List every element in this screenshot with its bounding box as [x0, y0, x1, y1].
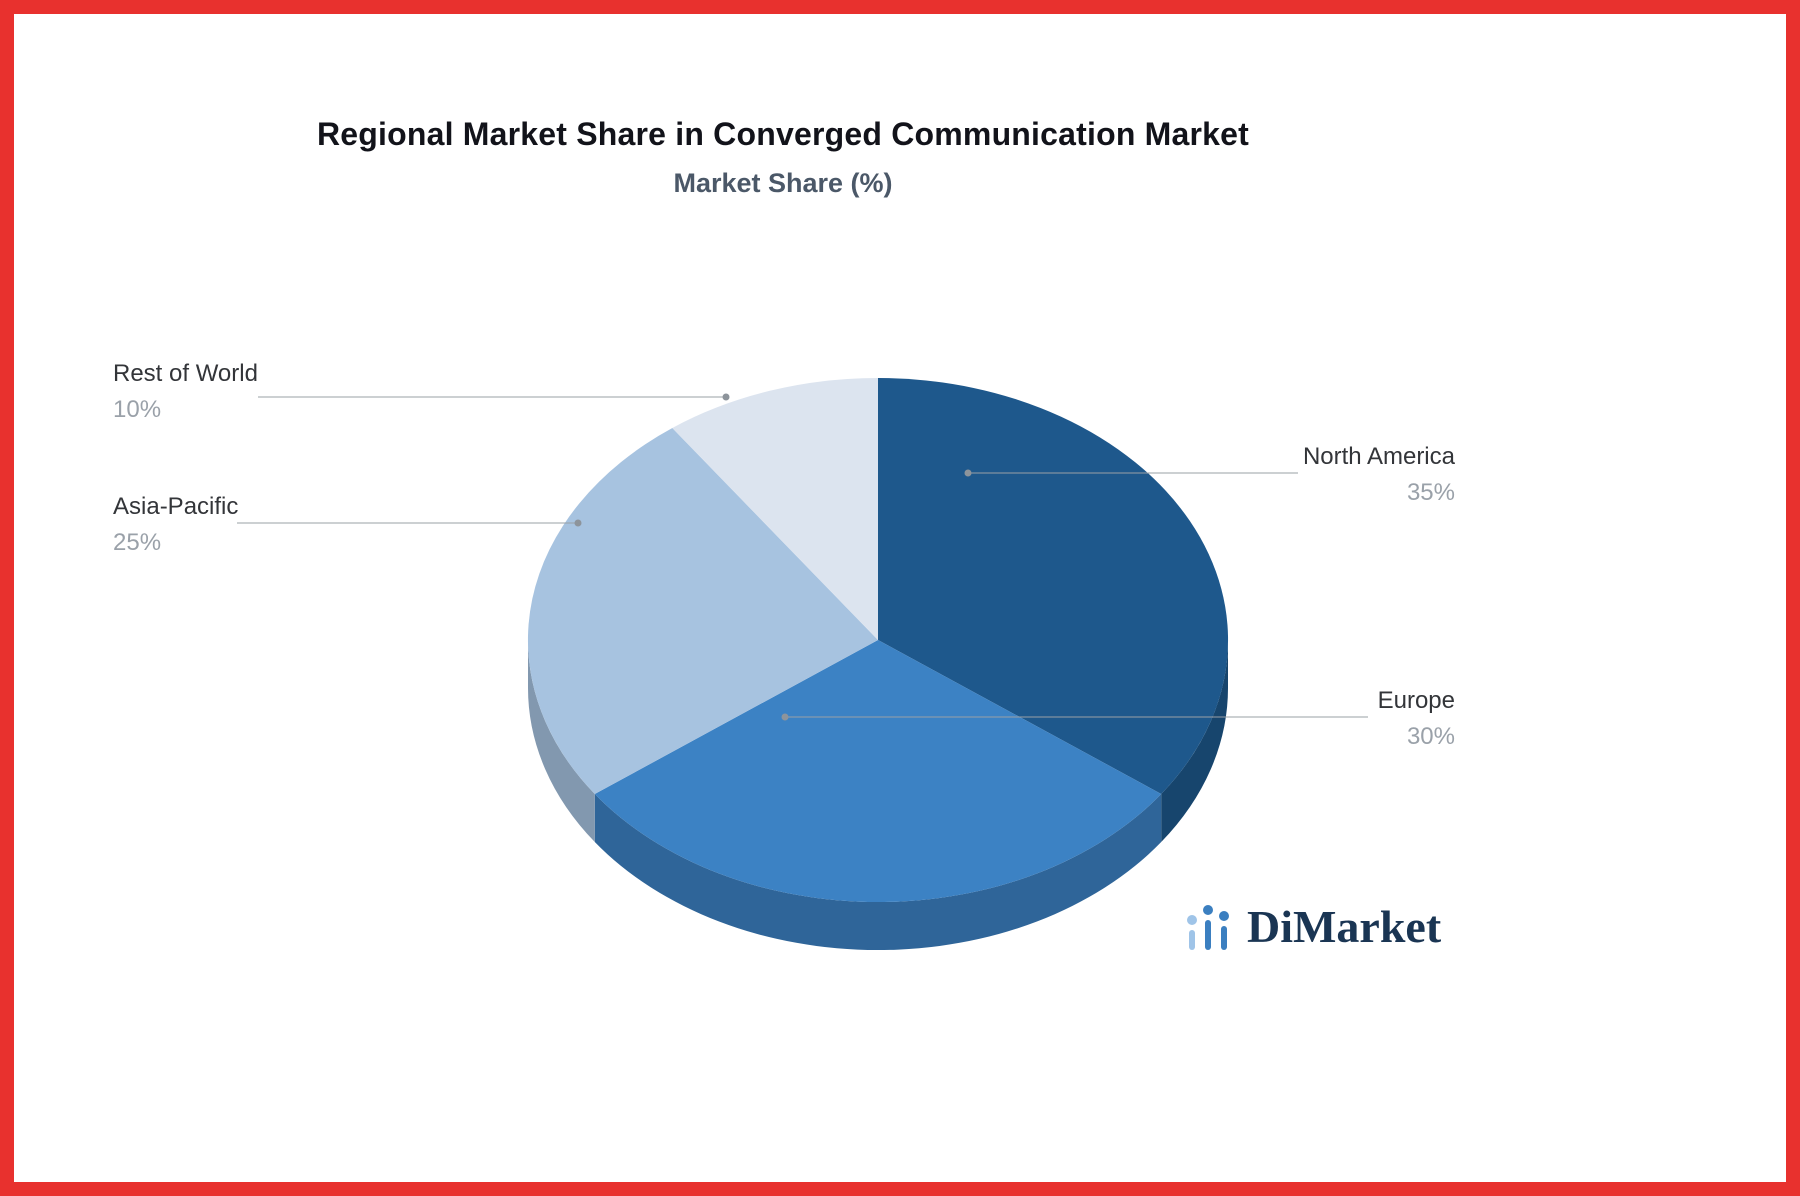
slice-label: Asia-Pacific: [113, 493, 239, 520]
callout-asia-pacific: Asia-Pacific 25%: [113, 493, 238, 557]
pie-slice-north-america[interactable]: [878, 377, 1229, 794]
pie-slice-side: [528, 640, 595, 842]
pie-slice-side: [594, 794, 1162, 951]
slice-label: Europe: [1377, 687, 1455, 714]
pie-slice-rest-of-world[interactable]: [672, 377, 878, 640]
slice-percent: 25%: [113, 529, 162, 556]
slice-label: North America: [1302, 443, 1455, 470]
slice-percent: 30%: [1406, 723, 1455, 750]
chart-subtitle: Market Share (%): [673, 168, 893, 198]
slice-percent: 10%: [113, 396, 162, 423]
pie-slice-asia-pacific[interactable]: [527, 428, 878, 794]
callout-rest-of-world: Rest of World 10%: [113, 360, 258, 424]
pie-slice-side: [1161, 640, 1228, 842]
callout-dot: [722, 393, 730, 401]
callout-europe: Europe 30%: [1378, 687, 1455, 751]
callout-north-america: North America 35%: [1303, 443, 1455, 507]
chart-title: Regional Market Share in Converged Commu…: [316, 116, 1250, 152]
callout-dot: [574, 519, 582, 527]
callout-dot: [964, 469, 972, 477]
brand-logo: DiMarket: [1185, 898, 1441, 954]
slice-percent: 35%: [1406, 479, 1455, 506]
callout-dot: [781, 713, 789, 721]
brand-logo-text: DiMarket: [1247, 900, 1442, 952]
slice-label: Rest of World: [113, 360, 258, 387]
mini-bar-chart-icon: [1187, 905, 1229, 950]
pie-slice-europe[interactable]: [594, 640, 1162, 903]
